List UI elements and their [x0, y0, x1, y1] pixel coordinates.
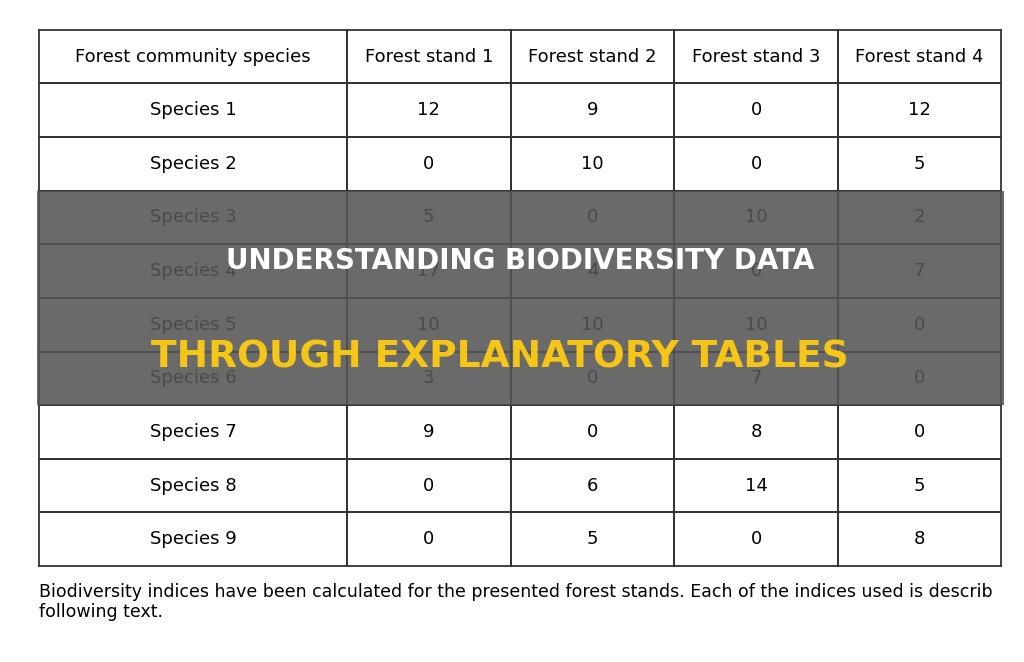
Text: 8: 8 [914, 530, 926, 548]
Text: 7: 7 [751, 369, 762, 387]
Text: 5: 5 [913, 155, 926, 173]
Text: 0: 0 [423, 155, 434, 173]
Text: 0: 0 [423, 530, 434, 548]
Text: 10: 10 [581, 316, 604, 334]
Text: 9: 9 [423, 423, 434, 441]
Text: 12: 12 [908, 101, 931, 119]
Text: Species 5: Species 5 [150, 316, 237, 334]
Text: Forest stand 4: Forest stand 4 [855, 48, 984, 66]
Text: 4: 4 [587, 262, 598, 280]
Text: Forest stand 2: Forest stand 2 [528, 48, 656, 66]
Text: 5: 5 [423, 209, 434, 226]
Text: 0: 0 [587, 423, 598, 441]
Text: Forest stand 1: Forest stand 1 [365, 48, 493, 66]
Text: 9: 9 [587, 101, 598, 119]
Text: 10: 10 [744, 316, 767, 334]
Text: 0: 0 [914, 369, 926, 387]
Text: 0: 0 [751, 101, 762, 119]
Text: THROUGH EXPLANATORY TABLES: THROUGH EXPLANATORY TABLES [151, 340, 849, 376]
Text: 0: 0 [587, 369, 598, 387]
Text: 0: 0 [751, 155, 762, 173]
Text: Species 3: Species 3 [150, 209, 237, 226]
Text: 10: 10 [744, 209, 767, 226]
Text: 0: 0 [914, 316, 926, 334]
Text: Species 4: Species 4 [150, 262, 237, 280]
Text: 17: 17 [418, 262, 440, 280]
Text: Species 9: Species 9 [150, 530, 237, 548]
Text: 0: 0 [751, 262, 762, 280]
Text: Forest community species: Forest community species [75, 48, 310, 66]
Text: 12: 12 [418, 101, 440, 119]
Text: Species 2: Species 2 [150, 155, 237, 173]
Text: UNDERSTANDING BIODIVERSITY DATA: UNDERSTANDING BIODIVERSITY DATA [226, 248, 814, 275]
Text: Biodiversity indices have been calculated for the presented forest stands. Each : Biodiversity indices have been calculate… [39, 583, 992, 622]
Text: 6: 6 [587, 477, 598, 495]
Text: 8: 8 [751, 423, 762, 441]
Text: 0: 0 [587, 209, 598, 226]
Text: 0: 0 [423, 477, 434, 495]
Text: 10: 10 [418, 316, 440, 334]
Text: 3: 3 [423, 369, 434, 387]
Text: Species 7: Species 7 [150, 423, 237, 441]
Text: 10: 10 [581, 155, 604, 173]
Text: 0: 0 [751, 530, 762, 548]
Text: Species 6: Species 6 [150, 369, 237, 387]
Text: Forest stand 3: Forest stand 3 [692, 48, 820, 66]
Text: Species 8: Species 8 [150, 477, 237, 495]
Text: 7: 7 [913, 262, 926, 280]
Text: 5: 5 [913, 477, 926, 495]
Text: 0: 0 [914, 423, 926, 441]
Text: 5: 5 [587, 530, 598, 548]
Text: 14: 14 [744, 477, 767, 495]
Text: Species 1: Species 1 [150, 101, 237, 119]
Text: 2: 2 [913, 209, 926, 226]
